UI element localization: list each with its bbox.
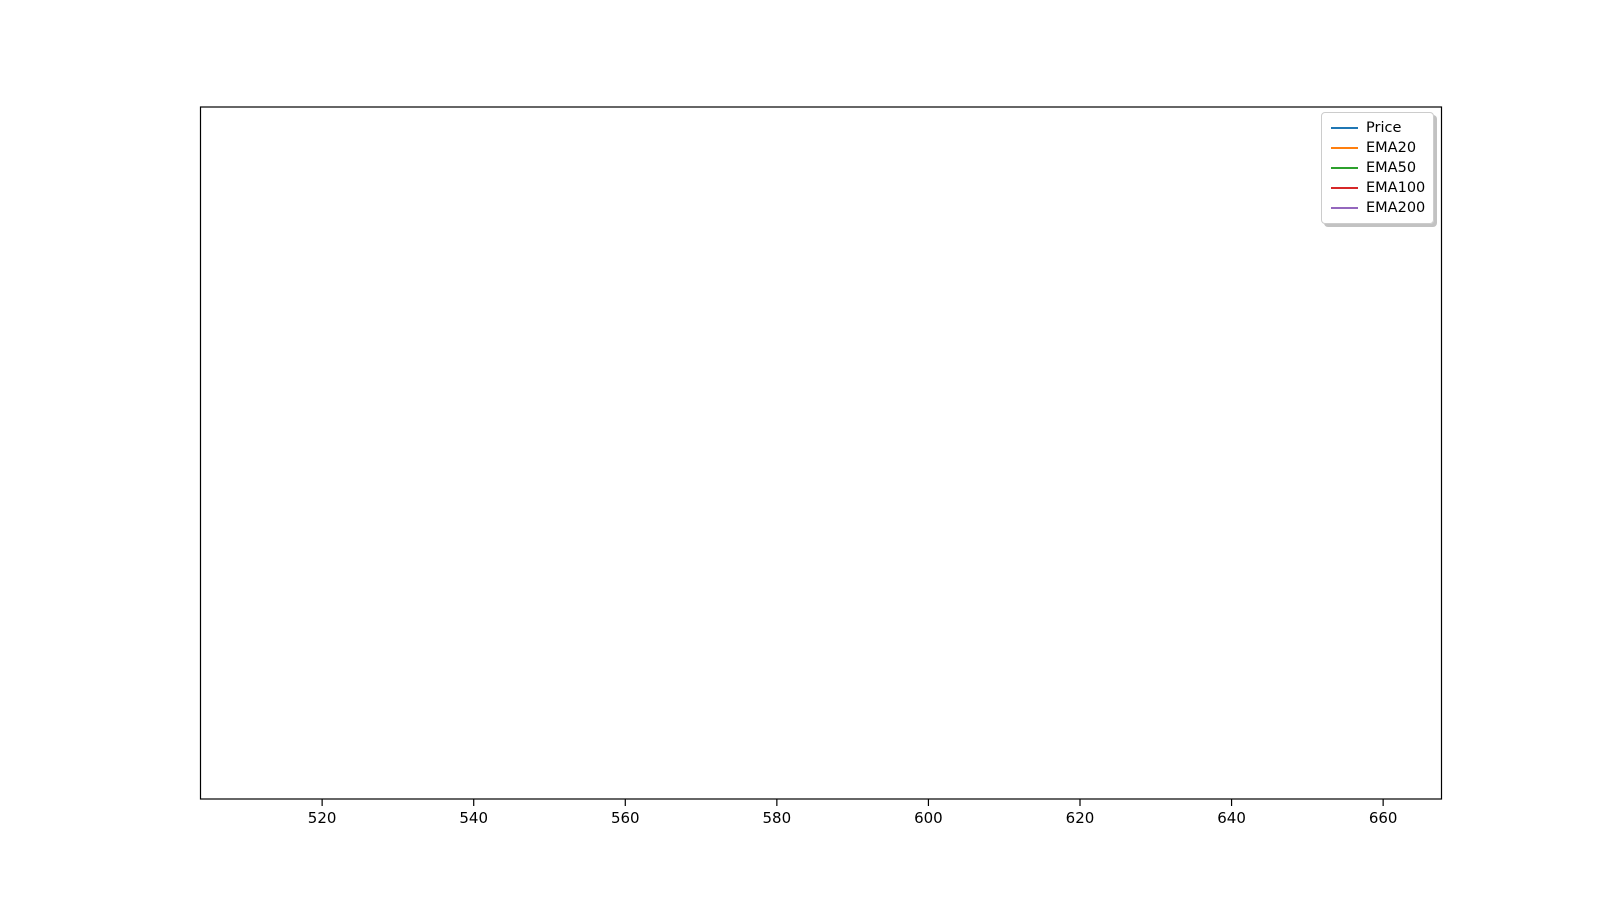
legend-label: EMA200 [1366,200,1426,216]
legend-item-ema20: EMA20 [1331,138,1425,158]
legend-line-ema100 [1331,187,1358,189]
legend-label: EMA100 [1366,180,1426,196]
x-tick-label: 600 [914,809,943,827]
x-tick-label: 640 [1217,809,1246,827]
axes-frame [199,106,1443,800]
x-tick-label: 660 [1368,809,1398,827]
x-tick-label: 520 [307,809,337,827]
legend-item-ema200: EMA200 [1331,198,1425,218]
legend-item-ema50: EMA50 [1331,158,1425,178]
legend: Price EMA20 EMA50 EMA100 EMA200 [1321,112,1435,224]
x-tick-label: 540 [459,809,489,827]
legend-label: EMA20 [1366,140,1417,156]
x-tick-label: 620 [1065,809,1095,827]
legend-item-ema100: EMA100 [1331,178,1425,198]
legend-line-ema50 [1331,167,1358,169]
legend-line-ema200 [1331,207,1358,209]
x-tick-label: 580 [762,809,792,827]
legend-line-price [1331,127,1358,129]
legend-line-ema20 [1331,147,1358,149]
legend-item-price: Price [1331,118,1425,138]
legend-label: EMA50 [1366,160,1417,176]
legend-label: Price [1366,120,1402,136]
x-tick-label: 560 [610,809,640,827]
